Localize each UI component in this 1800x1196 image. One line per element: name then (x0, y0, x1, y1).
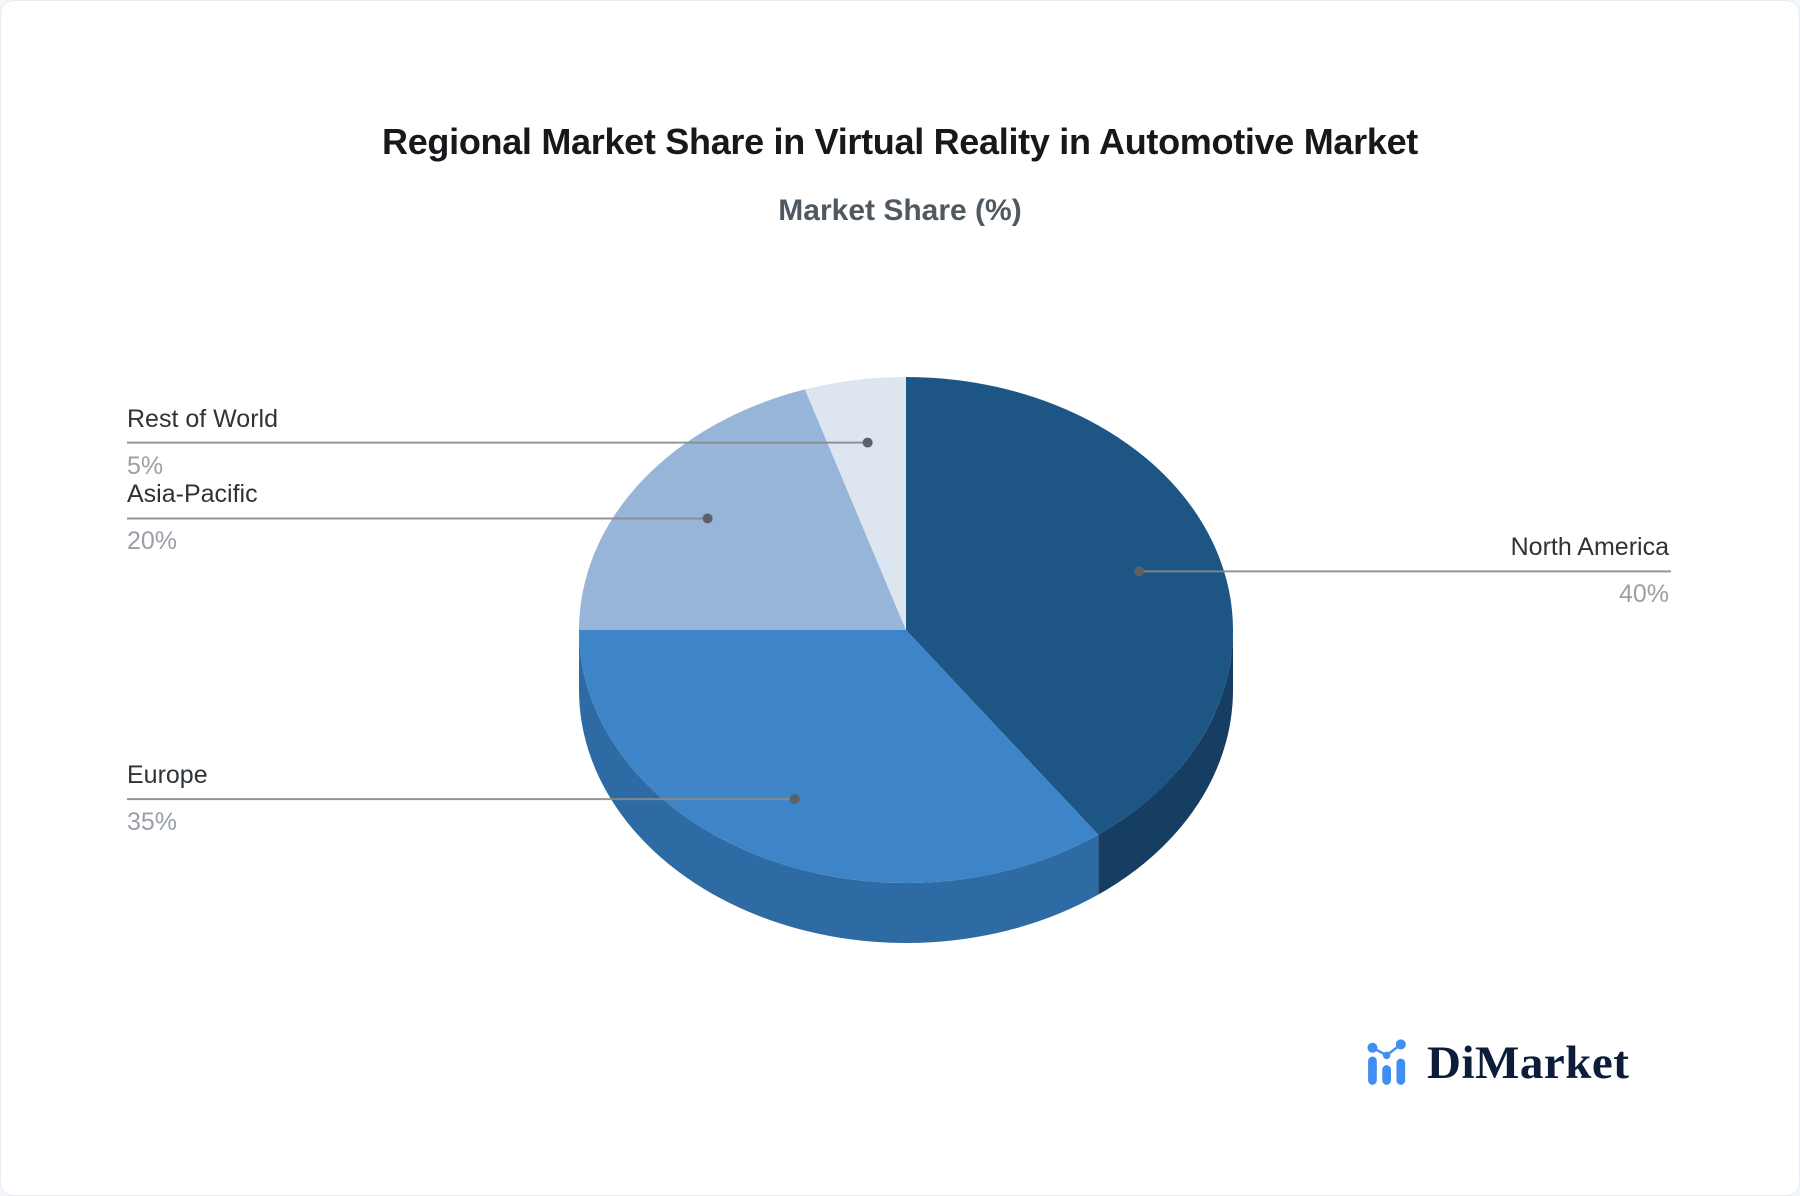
chart-title: Regional Market Share in Virtual Reality… (382, 121, 1418, 162)
pie-slice-europe[interactable] (579, 630, 1099, 883)
slice-value-north-america: 40% (1618, 580, 1669, 609)
pie-slice-asia-pacific[interactable] (579, 389, 906, 630)
slice-label-europe: Europe (127, 761, 208, 790)
slice-label-asia-pacific: Asia-Pacific (127, 480, 258, 509)
pie-slice-rest-of-world[interactable] (804, 377, 906, 630)
pie-slice-side-north-america (1098, 630, 1233, 895)
leader-dot-rest-of-world (862, 437, 873, 448)
leader-dot-asia-pacific (702, 513, 713, 524)
slice-value-europe: 35% (127, 808, 178, 837)
leader-dot-north-america (1134, 566, 1145, 577)
bar-line-chart-icon (1367, 1039, 1406, 1085)
brand-logo: DiMarket (1367, 1039, 1629, 1087)
slice-value-rest-of-world: 5% (127, 451, 164, 480)
leader-dot-europe (789, 794, 800, 805)
brand-name: DiMarket (1427, 1036, 1630, 1089)
pie-slice-north-america[interactable] (906, 377, 1233, 835)
slice-label-rest-of-world: Rest of World (127, 404, 278, 433)
slice-value-asia-pacific: 20% (127, 527, 178, 556)
chart-subtitle: Market Share (%) (778, 194, 1022, 227)
pie-slice-side-europe (579, 630, 1099, 943)
slice-label-north-america: North America (1510, 533, 1669, 562)
